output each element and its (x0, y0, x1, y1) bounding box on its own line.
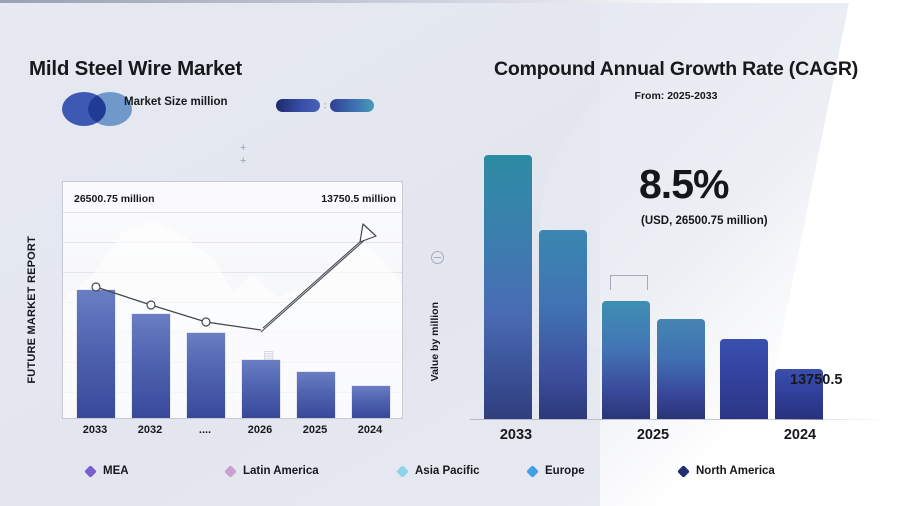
x-label: 2025 (302, 424, 328, 436)
right-value-annotation: 13750.5 million (321, 193, 396, 205)
legend-item-europe[interactable]: Europe (526, 464, 679, 478)
bar-2024-primary (720, 339, 768, 420)
gridline (63, 212, 402, 213)
circle-light (88, 92, 132, 126)
x-label: .... (198, 424, 212, 436)
x-label: 2025 (636, 427, 670, 443)
left-axis-title: FUTURE MARKET REPORT (26, 236, 38, 384)
chart-legend: MEA Latin America Asia Pacific Europe No… (84, 464, 775, 478)
cagr-note: (USD, 26500.75 million) (641, 215, 768, 227)
top-edge-strip (0, 0, 900, 3)
legend-diamond-icon (224, 464, 237, 478)
x-label: 2033 (499, 427, 533, 443)
plus-decoration: + + (240, 142, 246, 168)
left-chart: 26500.75 million 13750.5 million ▤ ▦ (62, 181, 403, 419)
cagr-value: 8.5% (639, 161, 729, 207)
right-chart-baseline (470, 419, 890, 420)
legend-item-mea[interactable]: MEA (84, 464, 226, 478)
pill-separator: : (324, 100, 327, 110)
x-label: 2026 (247, 424, 273, 436)
bar-2032 (132, 314, 170, 418)
bar-2026 (242, 360, 280, 418)
legend-diamond-icon (396, 464, 409, 478)
bar-2033 (77, 290, 115, 418)
pill-primary (276, 99, 320, 112)
cagr-title: Compound Annual Growth Rate (CAGR) (493, 58, 859, 80)
page-title: Mild Steel Wire Market (29, 57, 243, 80)
bar-2033-secondary (539, 230, 587, 420)
legend-item-latin-america[interactable]: Latin America (224, 464, 398, 478)
plus-icon: + (240, 155, 247, 167)
gridline (63, 242, 402, 243)
legend-label: Europe (545, 465, 585, 477)
x-label: 2024 (357, 424, 383, 436)
legend-item-asia-pacific[interactable]: Asia Pacific (396, 464, 528, 478)
left-chart-x-axis: 2033 2032 .... 2026 2025 2024 (62, 424, 403, 442)
circle-minus-icon (431, 251, 444, 264)
trend-line (91, 223, 377, 333)
legend-diamond-icon (526, 464, 539, 478)
legend-diamond-icon (84, 464, 97, 478)
bar-2024 (352, 386, 390, 418)
right-axis-title: Value by million (429, 302, 441, 382)
pill-secondary (330, 99, 375, 112)
watermark-icon: ▤ (263, 348, 275, 362)
x-label: 2033 (82, 424, 108, 436)
pill-legend: : (276, 99, 375, 112)
bracket-marker (610, 275, 648, 290)
legend-label: Asia Pacific (415, 465, 480, 477)
legend-label: MEA (103, 465, 129, 477)
x-label: 2024 (783, 427, 817, 443)
legend-diamond-icon (677, 464, 690, 478)
plus-icon: + (240, 142, 247, 154)
cagr-subtitle: From: 2025-2033 (634, 90, 718, 102)
bar-2033-primary (484, 155, 532, 420)
left-value-annotation: 26500.75 million (74, 193, 155, 205)
legend-label: North America (696, 465, 775, 477)
bar-mid (187, 333, 225, 418)
bar-2025 (297, 372, 335, 418)
bar-2025-primary (602, 301, 650, 420)
legend-item-north-america[interactable]: North America (677, 464, 775, 478)
legend-label: Latin America (243, 465, 319, 477)
market-size-label: Market Size million (124, 96, 228, 108)
x-label: 2032 (137, 424, 163, 436)
bar-2025-secondary (657, 319, 705, 420)
gridline (63, 272, 402, 273)
right-chart (470, 150, 890, 420)
two-overlapping-circles-icon (62, 92, 132, 126)
bar-2024-secondary (775, 369, 823, 420)
right-chart-data-label: 13750.5 (790, 372, 843, 388)
